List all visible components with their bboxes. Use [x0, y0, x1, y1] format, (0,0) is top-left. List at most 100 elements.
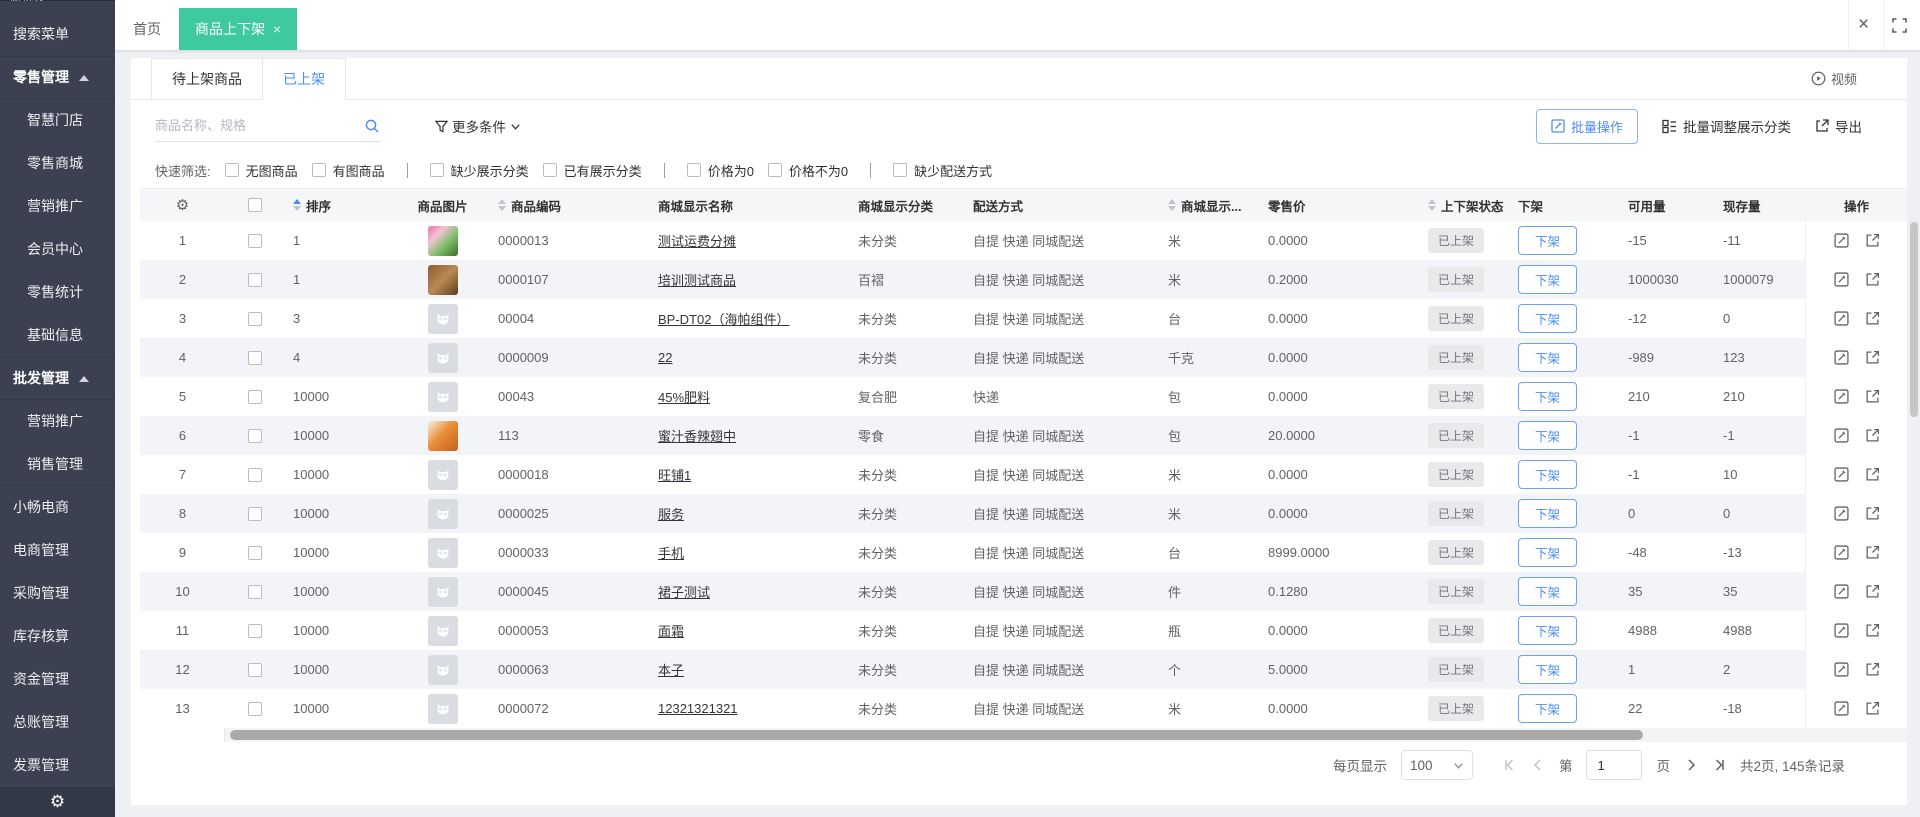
- sidebar-item-1[interactable]: 零售管理: [0, 56, 115, 99]
- column-settings-gear-icon[interactable]: ⚙: [175, 197, 190, 214]
- quick-filter-option[interactable]: 价格不为0: [767, 161, 848, 180]
- edit-icon[interactable]: [1833, 389, 1849, 404]
- product-name-link[interactable]: 22: [658, 350, 673, 365]
- row-checkbox[interactable]: [248, 623, 262, 638]
- more-filter-button[interactable]: 更多条件: [435, 116, 521, 136]
- edit-icon[interactable]: [1833, 662, 1849, 677]
- row-checkbox[interactable]: [248, 701, 262, 716]
- row-checkbox[interactable]: [248, 350, 262, 365]
- video-link[interactable]: 视频: [1811, 69, 1857, 88]
- product-name-link[interactable]: 面霜: [658, 624, 685, 639]
- product-name-link[interactable]: 本子: [658, 663, 685, 678]
- quick-filter-option[interactable]: 价格为0: [686, 161, 754, 180]
- product-thumbnail[interactable]: [427, 459, 458, 490]
- delist-button[interactable]: 下架: [1518, 538, 1578, 567]
- delist-button[interactable]: 下架: [1518, 304, 1578, 333]
- sidebar-item-9[interactable]: 营销推广: [0, 400, 115, 443]
- edit-icon[interactable]: [1833, 311, 1849, 326]
- edit-icon[interactable]: [1833, 623, 1849, 638]
- product-name-link[interactable]: 蜜汁香辣翅中: [658, 429, 737, 444]
- subtab-pending[interactable]: 待上架商品: [151, 58, 263, 99]
- delist-button[interactable]: 下架: [1518, 577, 1578, 606]
- export-button[interactable]: 导出: [1815, 116, 1862, 136]
- delist-button[interactable]: 下架: [1518, 460, 1578, 489]
- select-all-checkbox[interactable]: [248, 198, 262, 212]
- row-checkbox[interactable]: [248, 506, 262, 521]
- sidebar-item-13[interactable]: 采购管理: [0, 572, 115, 615]
- open-external-icon[interactable]: [1865, 311, 1880, 326]
- product-name-link[interactable]: 45%肥料: [658, 390, 711, 405]
- filter-checkbox[interactable]: [311, 163, 326, 177]
- sidebar-item-10[interactable]: 销售管理: [0, 443, 115, 486]
- sidebar-item-11[interactable]: 小畅电商: [0, 486, 115, 529]
- row-checkbox[interactable]: [248, 467, 262, 482]
- delist-button[interactable]: 下架: [1518, 382, 1578, 411]
- tab-product-listing[interactable]: 商品上下架 ×: [179, 8, 298, 50]
- product-thumbnail[interactable]: [427, 576, 458, 607]
- product-thumbnail[interactable]: [427, 225, 458, 256]
- product-thumbnail[interactable]: [427, 420, 458, 451]
- filter-checkbox[interactable]: [429, 163, 444, 177]
- search-icon[interactable]: [364, 118, 380, 134]
- next-page-icon[interactable]: [1684, 758, 1698, 772]
- product-name-link[interactable]: 培训测试商品: [658, 273, 737, 288]
- product-thumbnail[interactable]: [427, 264, 458, 295]
- sort-carets-icon[interactable]: [293, 199, 301, 211]
- open-external-icon[interactable]: [1865, 584, 1880, 599]
- delist-button[interactable]: 下架: [1518, 265, 1578, 294]
- subtab-listed[interactable]: 已上架: [263, 58, 346, 100]
- first-page-icon[interactable]: [1503, 758, 1517, 772]
- row-checkbox[interactable]: [248, 428, 262, 443]
- filter-checkbox[interactable]: [542, 163, 557, 177]
- edit-icon[interactable]: [1833, 350, 1849, 365]
- edit-icon[interactable]: [1833, 701, 1849, 716]
- prev-page-icon[interactable]: [1531, 758, 1545, 772]
- filter-checkbox[interactable]: [224, 163, 239, 177]
- batch-operation-button[interactable]: 批量操作: [1535, 108, 1638, 144]
- filter-checkbox[interactable]: [893, 163, 908, 177]
- sidebar-item-16[interactable]: 总账管理: [0, 701, 115, 744]
- column-unit[interactable]: 商城显示...: [1181, 199, 1242, 214]
- tab-home[interactable]: 首页: [133, 21, 161, 37]
- sidebar-item-15[interactable]: 资金管理: [0, 658, 115, 701]
- row-checkbox[interactable]: [248, 662, 262, 677]
- sidebar-item-2[interactable]: 智慧门店: [0, 99, 115, 142]
- edit-icon[interactable]: [1833, 467, 1849, 482]
- edit-icon[interactable]: [1833, 233, 1849, 248]
- delist-button[interactable]: 下架: [1518, 226, 1578, 255]
- product-thumbnail[interactable]: [427, 381, 458, 412]
- open-external-icon[interactable]: [1865, 701, 1880, 716]
- product-name-link[interactable]: 裙子测试: [658, 585, 711, 600]
- quick-filter-option[interactable]: 有图商品: [311, 161, 385, 180]
- row-checkbox[interactable]: [248, 233, 262, 248]
- product-name-link[interactable]: 手机: [658, 546, 685, 561]
- per-page-select[interactable]: 100: [1400, 750, 1473, 780]
- open-external-icon[interactable]: [1865, 233, 1880, 248]
- filter-checkbox[interactable]: [686, 163, 701, 177]
- quick-filter-option[interactable]: 无图商品: [224, 161, 298, 180]
- sidebar-item-7[interactable]: 基础信息: [0, 314, 115, 357]
- column-sort[interactable]: 排序: [306, 199, 332, 214]
- product-thumbnail[interactable]: [427, 303, 458, 334]
- product-name-link[interactable]: 测试运费分摊: [658, 234, 737, 249]
- sort-carets-icon[interactable]: [1168, 199, 1176, 211]
- filter-checkbox[interactable]: [767, 163, 782, 177]
- open-external-icon[interactable]: [1865, 662, 1880, 677]
- delist-button[interactable]: 下架: [1518, 343, 1578, 372]
- row-checkbox[interactable]: [248, 389, 262, 404]
- delist-button[interactable]: 下架: [1518, 421, 1578, 450]
- v-scroll-thumb[interactable]: [1910, 222, 1918, 417]
- open-external-icon[interactable]: [1865, 350, 1880, 365]
- page-number-input[interactable]: [1586, 750, 1643, 780]
- product-thumbnail[interactable]: [427, 498, 458, 529]
- sidebar-item-3[interactable]: 零售商城: [0, 142, 115, 185]
- sort-carets-icon[interactable]: [498, 199, 506, 211]
- product-thumbnail[interactable]: [427, 615, 458, 646]
- delist-button[interactable]: 下架: [1518, 616, 1578, 645]
- product-thumbnail[interactable]: [427, 342, 458, 373]
- sidebar-clipped-top-item[interactable]: 新批发: [0, 0, 115, 1]
- adjust-category-button[interactable]: 批量调整展示分类: [1662, 116, 1791, 136]
- vertical-scrollbar[interactable]: [1910, 222, 1918, 782]
- open-external-icon[interactable]: [1865, 623, 1880, 638]
- edit-icon[interactable]: [1833, 272, 1849, 287]
